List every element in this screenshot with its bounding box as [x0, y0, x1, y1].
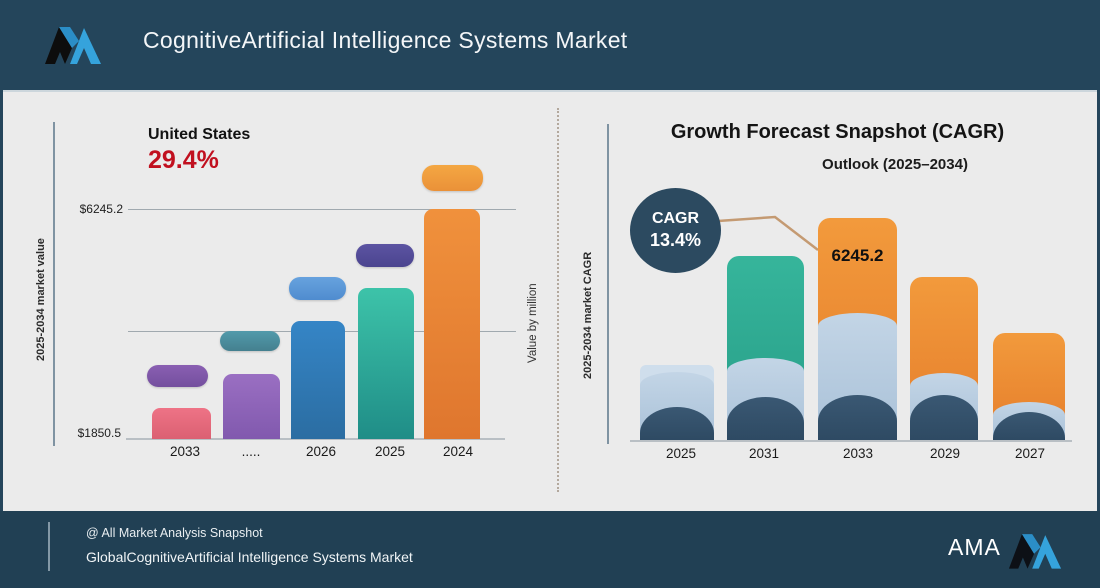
- left-x-label-2: .....: [241, 444, 261, 459]
- left-chart-heading: United States: [148, 126, 251, 143]
- left-secondary-axis-label: Value by million: [527, 283, 539, 363]
- left-x-label-5: 2024: [442, 444, 474, 459]
- left-bar-dots: [223, 374, 280, 439]
- left-y-axis-line: [53, 122, 55, 446]
- rbar-2031-base: [727, 397, 804, 440]
- right-x-axis-line: [630, 440, 1072, 442]
- left-bar-2025-accent: [356, 244, 414, 267]
- footer-ama-logo-icon: [1008, 534, 1062, 569]
- cagr-badge-value: 13.4%: [649, 230, 702, 251]
- right-y-axis-label: 2025-2034 market CAGR: [582, 251, 594, 379]
- right-y-axis-line: [607, 124, 609, 444]
- left-x-label-3: 2026: [305, 444, 337, 459]
- left-x-axis-line: [126, 438, 505, 440]
- left-chart-percent: 29.4%: [148, 146, 219, 174]
- cagr-badge: CAGR 13.4%: [630, 188, 721, 273]
- left-bar-dots-accent: [220, 331, 280, 351]
- right-x-label-5: 2027: [1014, 446, 1046, 461]
- footer-bar: [0, 511, 1100, 588]
- footer-brand-text: AMA: [948, 534, 1001, 560]
- footer-divider-line: [48, 522, 50, 571]
- left-bar-2033: [152, 408, 211, 439]
- right-chart-title: Growth Forecast Snapshot (CAGR): [670, 121, 1005, 143]
- left-tick-bottom: $1850.5: [77, 426, 121, 440]
- left-bar-2033-accent: [147, 365, 208, 387]
- right-x-label-2: 2031: [748, 446, 780, 461]
- left-tick-top: $6245.2: [79, 202, 123, 216]
- header-bar: CognitiveArtificial Intelligence Systems…: [0, 0, 1100, 90]
- right-x-label-4: 2029: [929, 446, 961, 461]
- right-x-label-1: 2025: [665, 446, 697, 461]
- left-bar-2024-accent: [422, 165, 483, 191]
- footer-market-text: GlobalCognitiveArtificial Intelligence S…: [86, 549, 413, 565]
- left-bar-2025: [358, 288, 414, 439]
- right-x-label-3: 2033: [842, 446, 874, 461]
- left-bar-2026-accent: [289, 277, 346, 300]
- left-x-label-1: 2033: [169, 444, 201, 459]
- rbar-2033-value-label: 6245.2: [831, 246, 884, 265]
- left-x-label-4: 2025: [374, 444, 406, 459]
- callout-line: [717, 215, 819, 251]
- rbar-2033-base: [818, 395, 897, 440]
- left-bar-2024: [424, 209, 480, 439]
- left-bar-2026: [291, 321, 345, 439]
- right-chart-subtitle: Outlook (2025–2034): [822, 156, 968, 173]
- footer-snapshot-text: @ All Market Analysis Snapshot: [86, 526, 263, 540]
- rbar-2029-base: [910, 395, 978, 440]
- cagr-badge-label: CAGR: [651, 210, 700, 228]
- page-title: CognitiveArtificial Intelligence Systems…: [143, 27, 628, 53]
- ama-logo-icon: [45, 27, 101, 64]
- gridline-top: [128, 209, 516, 210]
- panel-divider: [557, 108, 559, 492]
- left-y-axis-label: 2025-2034 market value: [35, 238, 47, 362]
